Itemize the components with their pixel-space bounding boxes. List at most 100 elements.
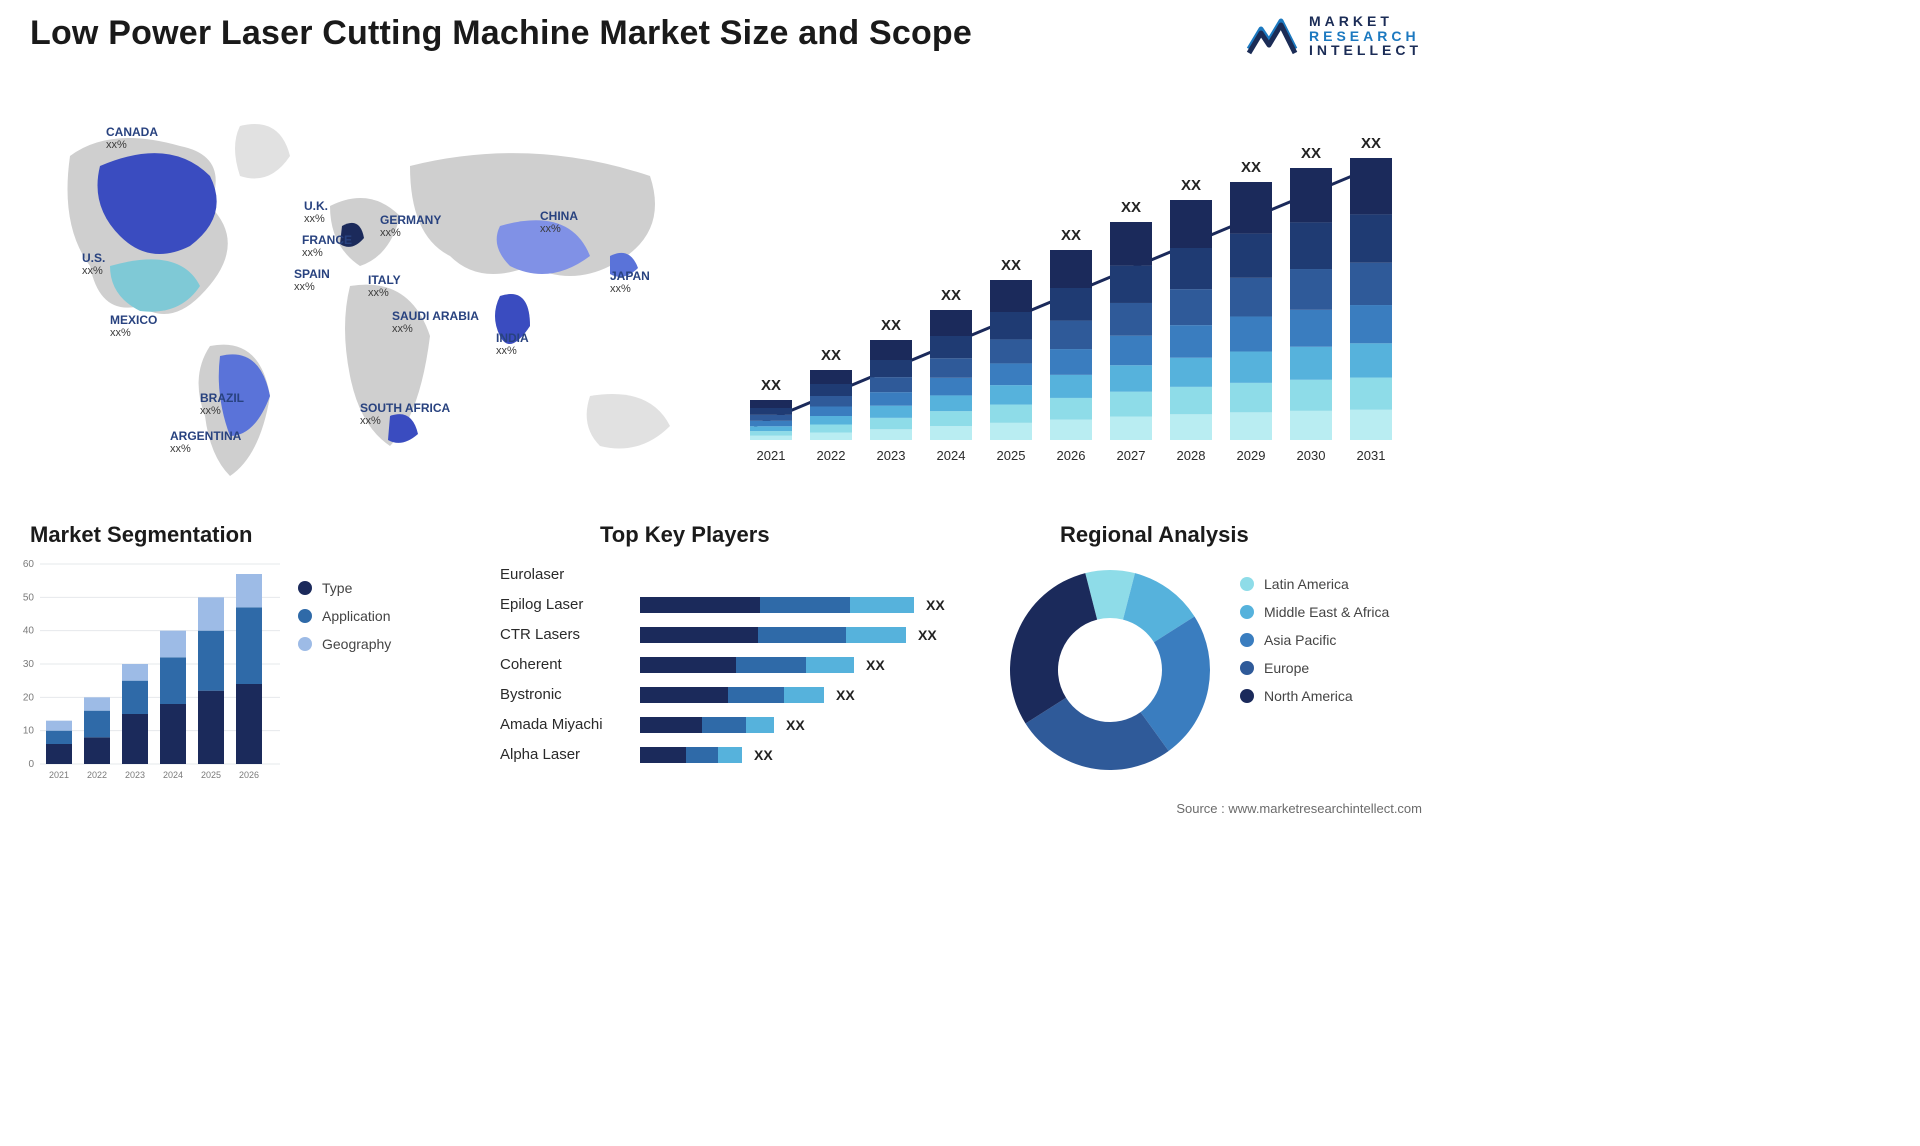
key-player-bar bbox=[640, 717, 774, 733]
legend-swatch-icon bbox=[1240, 633, 1254, 647]
svg-text:2022: 2022 bbox=[817, 448, 846, 463]
legend-label: Geography bbox=[322, 636, 391, 652]
legend-swatch-icon bbox=[1240, 605, 1254, 619]
key-player-bar-segment bbox=[640, 627, 758, 643]
svg-text:U.S.: U.S. bbox=[82, 251, 105, 265]
regional-legend-item: North America bbox=[1240, 688, 1440, 704]
svg-text:2028: 2028 bbox=[1177, 448, 1206, 463]
svg-text:40: 40 bbox=[23, 626, 35, 637]
key-player-bar-segment bbox=[850, 597, 914, 613]
key-player-value: XX bbox=[754, 747, 773, 763]
svg-text:XX: XX bbox=[761, 377, 781, 394]
key-player-bar-segment bbox=[686, 747, 718, 763]
svg-text:XX: XX bbox=[1121, 199, 1141, 216]
key-player-bar-segment bbox=[846, 627, 906, 643]
key-player-bar bbox=[640, 627, 906, 643]
key-player-row: XX bbox=[640, 710, 980, 740]
key-player-name: Bystronic bbox=[500, 680, 628, 710]
svg-text:XX: XX bbox=[821, 347, 841, 364]
key-player-name: Eurolaser bbox=[500, 560, 628, 590]
svg-text:0: 0 bbox=[28, 759, 34, 770]
key-player-bar-segment bbox=[640, 597, 760, 613]
key-player-value: XX bbox=[786, 717, 805, 733]
key-player-name: Epilog Laser bbox=[500, 590, 628, 620]
svg-text:2026: 2026 bbox=[1057, 448, 1086, 463]
legend-swatch-icon bbox=[298, 637, 312, 651]
segmentation-legend-item: Geography bbox=[298, 636, 458, 652]
svg-text:xx%: xx% bbox=[380, 227, 401, 239]
svg-text:xx%: xx% bbox=[82, 265, 103, 277]
svg-text:BRAZIL: BRAZIL bbox=[200, 391, 244, 405]
key-player-bar-segment bbox=[760, 597, 850, 613]
legend-swatch-icon bbox=[298, 581, 312, 595]
legend-label: Europe bbox=[1264, 660, 1309, 676]
key-players-title: Top Key Players bbox=[600, 522, 770, 548]
svg-text:SOUTH AFRICA: SOUTH AFRICA bbox=[360, 401, 451, 415]
svg-text:xx%: xx% bbox=[360, 415, 381, 427]
segmentation-title: Market Segmentation bbox=[30, 522, 253, 548]
key-player-bar-segment bbox=[640, 687, 728, 703]
brand-mark-icon bbox=[1245, 15, 1299, 57]
key-player-value: XX bbox=[866, 657, 885, 673]
key-player-bar bbox=[640, 597, 914, 613]
key-player-bar bbox=[640, 687, 824, 703]
svg-text:CHINA: CHINA bbox=[540, 209, 578, 223]
regional-legend-item: Latin America bbox=[1240, 576, 1440, 592]
key-player-value: XX bbox=[918, 627, 937, 643]
key-player-name: Amada Miyachi bbox=[500, 710, 628, 740]
segmentation-chart: 0102030405060202120222023202420252026 bbox=[16, 558, 284, 790]
regional-legend: Latin America Middle East & Africa Asia Pa… bbox=[1240, 576, 1440, 716]
svg-text:20: 20 bbox=[23, 692, 35, 703]
brand-text: MARKET RESEARCH INTELLECT bbox=[1309, 14, 1422, 58]
svg-text:2027: 2027 bbox=[1117, 448, 1146, 463]
key-player-bar-segment bbox=[806, 657, 854, 673]
legend-label: North America bbox=[1264, 688, 1353, 704]
regional-title: Regional Analysis bbox=[1060, 522, 1249, 548]
svg-text:MEXICO: MEXICO bbox=[110, 313, 157, 327]
key-player-name: CTR Lasers bbox=[500, 620, 628, 650]
key-player-bar-segment bbox=[736, 657, 806, 673]
svg-text:2024: 2024 bbox=[937, 448, 966, 463]
svg-text:xx%: xx% bbox=[540, 223, 561, 235]
key-player-value: XX bbox=[926, 597, 945, 613]
key-player-row: XX bbox=[640, 680, 980, 710]
market-size-chart: XX2021XX2022XX2023XX2024XX2025XX2026XX20… bbox=[740, 100, 1420, 478]
svg-text:ARGENTINA: ARGENTINA bbox=[170, 429, 242, 443]
svg-text:U.K.: U.K. bbox=[304, 199, 328, 213]
brand-line1: MARKET bbox=[1309, 14, 1422, 29]
key-player-bar-segment bbox=[640, 657, 736, 673]
svg-text:FRANCE: FRANCE bbox=[302, 233, 352, 247]
svg-text:xx%: xx% bbox=[304, 213, 325, 225]
svg-text:XX: XX bbox=[881, 317, 901, 334]
legend-swatch-icon bbox=[1240, 661, 1254, 675]
svg-text:2024: 2024 bbox=[163, 770, 183, 780]
key-player-bar-segment bbox=[718, 747, 742, 763]
svg-text:xx%: xx% bbox=[110, 327, 131, 339]
svg-text:xx%: xx% bbox=[368, 287, 389, 299]
key-player-bar-segment bbox=[784, 687, 824, 703]
svg-text:2031: 2031 bbox=[1357, 448, 1386, 463]
svg-text:ITALY: ITALY bbox=[368, 273, 401, 287]
svg-text:xx%: xx% bbox=[106, 139, 127, 151]
svg-text:2022: 2022 bbox=[87, 770, 107, 780]
regional-legend-item: Middle East & Africa bbox=[1240, 604, 1440, 620]
regional-legend-item: Asia Pacific bbox=[1240, 632, 1440, 648]
svg-text:GERMANY: GERMANY bbox=[380, 213, 441, 227]
legend-swatch-icon bbox=[1240, 689, 1254, 703]
svg-text:10: 10 bbox=[23, 726, 35, 737]
key-player-bar-segment bbox=[746, 717, 774, 733]
legend-swatch-icon bbox=[1240, 577, 1254, 591]
legend-label: Application bbox=[322, 608, 391, 624]
key-player-bar bbox=[640, 747, 742, 763]
svg-text:2030: 2030 bbox=[1297, 448, 1326, 463]
svg-text:XX: XX bbox=[1181, 177, 1201, 194]
brand-logo: MARKET RESEARCH INTELLECT bbox=[1245, 14, 1422, 58]
legend-swatch-icon bbox=[298, 609, 312, 623]
svg-text:2021: 2021 bbox=[757, 448, 786, 463]
svg-text:xx%: xx% bbox=[610, 283, 631, 295]
svg-text:JAPAN: JAPAN bbox=[610, 269, 650, 283]
regional-donut bbox=[1000, 560, 1220, 780]
key-player-row: XX bbox=[640, 620, 980, 650]
key-player-row bbox=[640, 560, 980, 590]
svg-text:30: 30 bbox=[23, 659, 35, 670]
